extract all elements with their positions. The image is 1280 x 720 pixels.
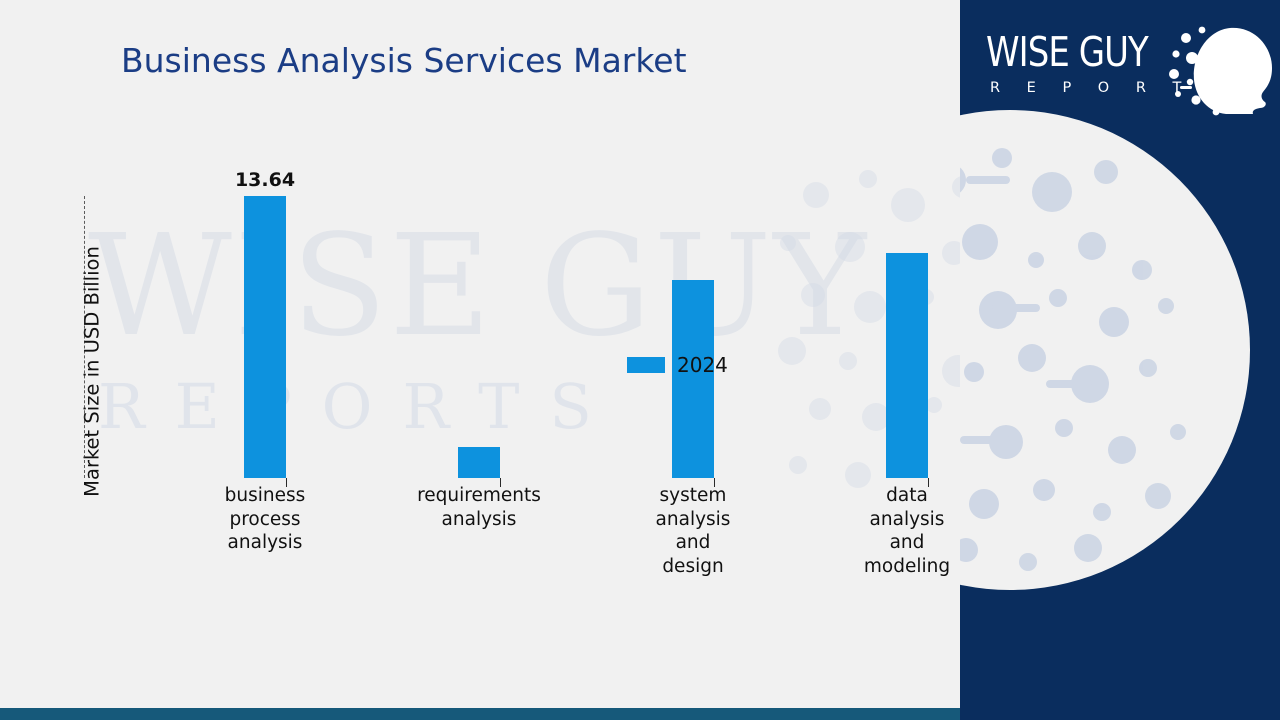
category-label-3: data analysis and modeling	[800, 484, 960, 578]
category-label-line: system	[659, 485, 727, 506]
chart-title: Business Analysis Services Market	[121, 41, 687, 80]
category-label-line: modeling	[863, 555, 951, 577]
bar-2[interactable]	[672, 279, 714, 478]
y-axis-spine	[84, 196, 85, 478]
bar-3[interactable]	[886, 252, 928, 478]
category-label-line: data	[886, 485, 928, 506]
category-label-line: business	[224, 485, 306, 506]
chart-panel: WISE GUY REPORTS	[0, 41, 960, 720]
brand-logo-wordmark: WISE GUY	[986, 28, 1149, 76]
category-label-1: requirements analysis	[372, 484, 586, 531]
bar-slot: 13.64	[158, 169, 372, 487]
category-label-line: process	[229, 508, 301, 530]
bar-slot	[800, 196, 960, 487]
category-label-line: analysis	[227, 532, 303, 553]
category-label-2: system analysis and design	[586, 484, 800, 578]
bar-value-label-0: 13.64	[234, 169, 296, 191]
chart-legend: 2024	[627, 353, 728, 377]
category-label-line: analysis	[441, 508, 517, 530]
head-profile-icon	[1169, 26, 1272, 116]
category-label-line: analysis	[655, 508, 731, 530]
x-axis-tick-2	[714, 478, 715, 487]
bar-1[interactable]	[458, 447, 500, 478]
legend-label-2024: 2024	[677, 353, 728, 377]
x-axis-tick-3	[928, 478, 929, 487]
brand-logo-subtext: R E P O R T S	[990, 80, 1229, 96]
molecular-dots-icon	[960, 148, 1186, 571]
x-axis-tick-0	[286, 478, 287, 487]
bar-0[interactable]	[244, 196, 286, 478]
x-axis-tick-1	[500, 478, 501, 487]
category-label-0: business process analysis	[158, 484, 372, 555]
bar-slot	[586, 196, 800, 487]
category-label-line: requirements	[417, 485, 541, 506]
category-label-line: and	[889, 532, 925, 553]
category-label-line: analysis	[869, 508, 945, 530]
bar-slot	[372, 196, 586, 487]
legend-swatch-2024	[627, 357, 665, 373]
bottom-accent-strip	[0, 708, 960, 720]
category-label-line: and	[675, 532, 711, 553]
brand-panel: WISE GUY R E P O R T S	[960, 0, 1280, 720]
category-label-line: design	[662, 555, 724, 577]
brand-logo: WISE GUY R E P O R T S	[978, 26, 1272, 118]
plot-area: 13.64 business process analysis requirement…	[84, 169, 950, 577]
